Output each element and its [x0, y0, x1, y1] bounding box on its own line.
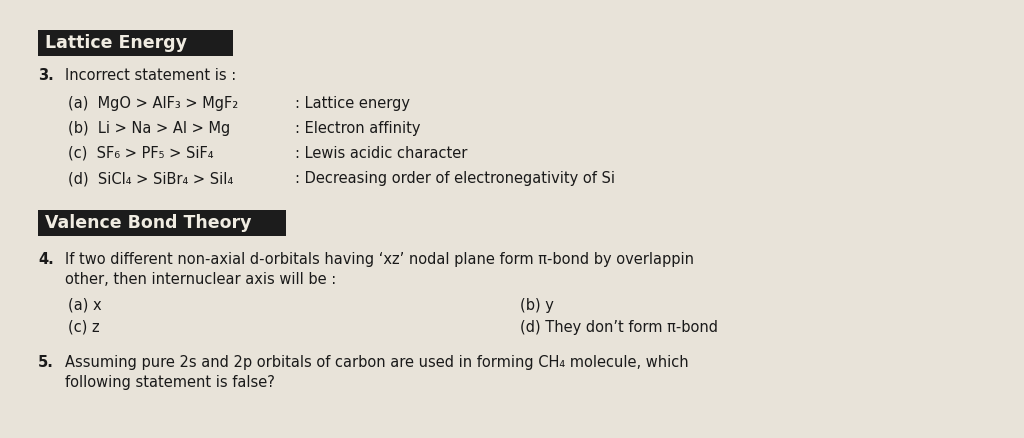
Text: (c) z: (c) z [68, 320, 99, 335]
Text: (b)  Li > Na > Al > Mg: (b) Li > Na > Al > Mg [68, 121, 230, 136]
Text: Incorrect statement is :: Incorrect statement is : [65, 68, 237, 83]
Text: : Lattice energy: : Lattice energy [295, 96, 410, 111]
Text: : Lewis acidic character: : Lewis acidic character [295, 146, 467, 161]
Text: : Electron affinity: : Electron affinity [295, 121, 421, 136]
Bar [38, 30, 233, 56]
Text: If two different non-axial d-orbitals having ‘xz’ nodal plane form π-bond by ove: If two different non-axial d-orbitals ha… [65, 252, 694, 267]
Text: 4.: 4. [38, 252, 53, 267]
Text: (a) x: (a) x [68, 298, 101, 313]
Text: (a)  MgO > AlF₃ > MgF₂: (a) MgO > AlF₃ > MgF₂ [68, 96, 239, 111]
Text: Assuming pure 2s and 2p orbitals of carbon are used in forming CH₄ molecule, whi: Assuming pure 2s and 2p orbitals of carb… [65, 355, 688, 370]
Text: Valence Bond Theory: Valence Bond Theory [45, 214, 252, 232]
Text: 3.: 3. [38, 68, 53, 83]
Text: : Decreasing order of electronegativity of Si: : Decreasing order of electronegativity … [295, 171, 615, 186]
Bar [38, 210, 286, 236]
Text: other, then internuclear axis will be :: other, then internuclear axis will be : [65, 272, 336, 287]
Text: (d)  SiCl₄ > SiBr₄ > SiI₄: (d) SiCl₄ > SiBr₄ > SiI₄ [68, 171, 233, 186]
Text: 5.: 5. [38, 355, 54, 370]
Text: following statement is false?: following statement is false? [65, 375, 274, 390]
Text: (b) y: (b) y [520, 298, 554, 313]
Text: Lattice Energy: Lattice Energy [45, 34, 187, 52]
Text: (c)  SF₆ > PF₅ > SiF₄: (c) SF₆ > PF₅ > SiF₄ [68, 146, 213, 161]
Text: (d) They don’t form π-bond: (d) They don’t form π-bond [520, 320, 718, 335]
